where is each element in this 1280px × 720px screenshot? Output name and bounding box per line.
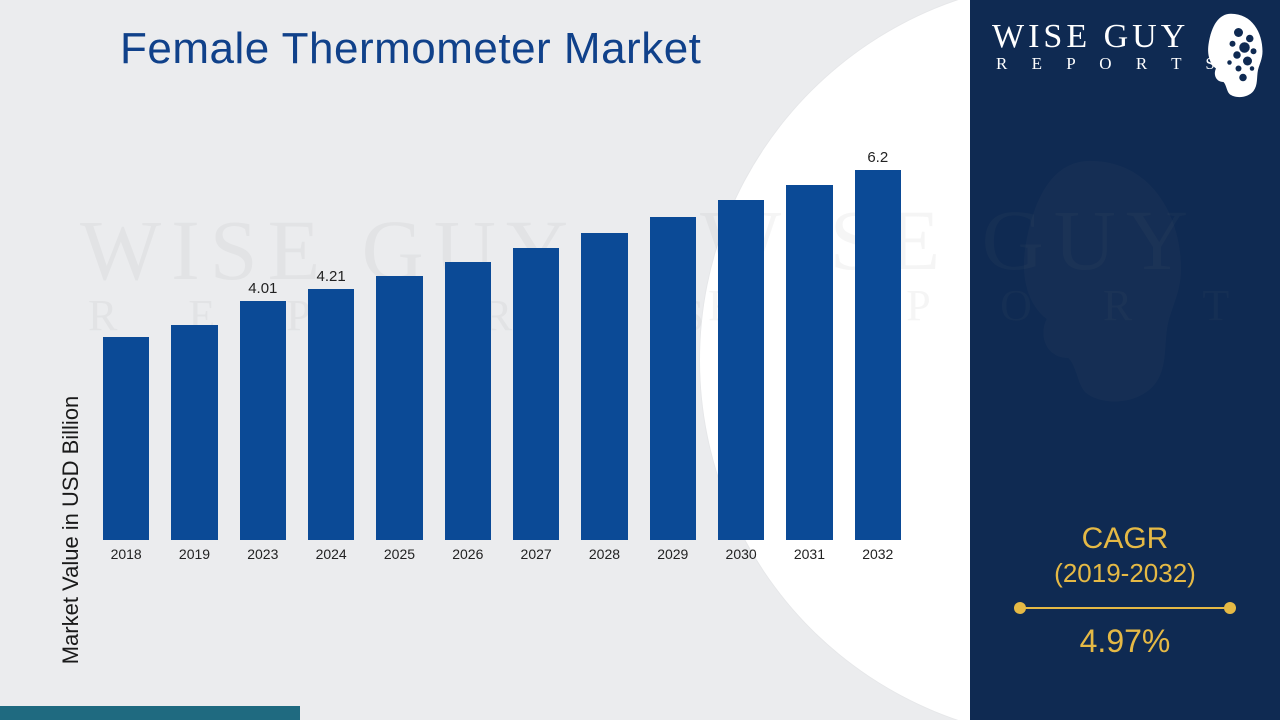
bar-value-label: 4.21: [317, 268, 346, 285]
x-tick-label: 2023: [229, 546, 297, 562]
bar-slot: 2030: [707, 140, 775, 540]
x-tick-label: 2025: [365, 546, 433, 562]
bar-value-label: 6.2: [867, 149, 888, 166]
x-tick-label: 2026: [434, 546, 502, 562]
x-tick-label: 2030: [707, 546, 775, 562]
bar: [513, 248, 559, 540]
bar-slot: 2031: [775, 140, 843, 540]
bar: [445, 262, 491, 540]
x-tick-label: 2028: [570, 546, 638, 562]
bar: [786, 185, 832, 540]
chart-plot: 201820194.0120234.2120242025202620272028…: [92, 140, 912, 560]
x-tick-label: 2031: [775, 546, 843, 562]
bar: [308, 289, 354, 540]
bars-container: 201820194.0120234.2120242025202620272028…: [92, 140, 912, 540]
bar-slot: 2028: [570, 140, 638, 540]
bar-slot: 4.012023: [229, 140, 297, 540]
bar: [718, 200, 764, 540]
bar: [376, 276, 422, 540]
bar-slot: 2018: [92, 140, 160, 540]
bar: [855, 170, 901, 540]
x-tick-label: 2024: [297, 546, 365, 562]
cagr-block: CAGR (2019-2032) 4.97%: [1000, 522, 1250, 660]
bar: [103, 337, 149, 540]
bar-slot: 4.212024: [297, 140, 365, 540]
bar-value-label: 4.01: [248, 280, 277, 297]
bar-slot: 2029: [639, 140, 707, 540]
chart-title: Female Thermometer Market: [120, 24, 701, 74]
x-tick-label: 2019: [160, 546, 228, 562]
stage: WISE GUY R E P O R T S WISE GUY R E P O …: [0, 0, 1280, 720]
bar-slot: 2026: [434, 140, 502, 540]
footer-accent-bar: [0, 706, 300, 720]
bar-slot: 2019: [160, 140, 228, 540]
x-tick-label: 2027: [502, 546, 570, 562]
cagr-title: CAGR: [1000, 522, 1250, 556]
cagr-range: (2019-2032): [1000, 558, 1250, 589]
bar-slot: 6.22032: [844, 140, 912, 540]
bar: [650, 217, 696, 540]
brand-head-icon: [1192, 10, 1270, 100]
bar-slot: 2027: [502, 140, 570, 540]
cagr-value: 4.97%: [1000, 623, 1250, 660]
x-tick-label: 2032: [844, 546, 912, 562]
cagr-divider: [1020, 607, 1230, 609]
bar: [581, 233, 627, 540]
bar: [171, 325, 217, 540]
x-tick-label: 2018: [92, 546, 160, 562]
bar: [240, 301, 286, 540]
bar-slot: 2025: [365, 140, 433, 540]
y-axis-label: Market Value in USD Billion: [58, 396, 84, 665]
x-tick-label: 2029: [639, 546, 707, 562]
